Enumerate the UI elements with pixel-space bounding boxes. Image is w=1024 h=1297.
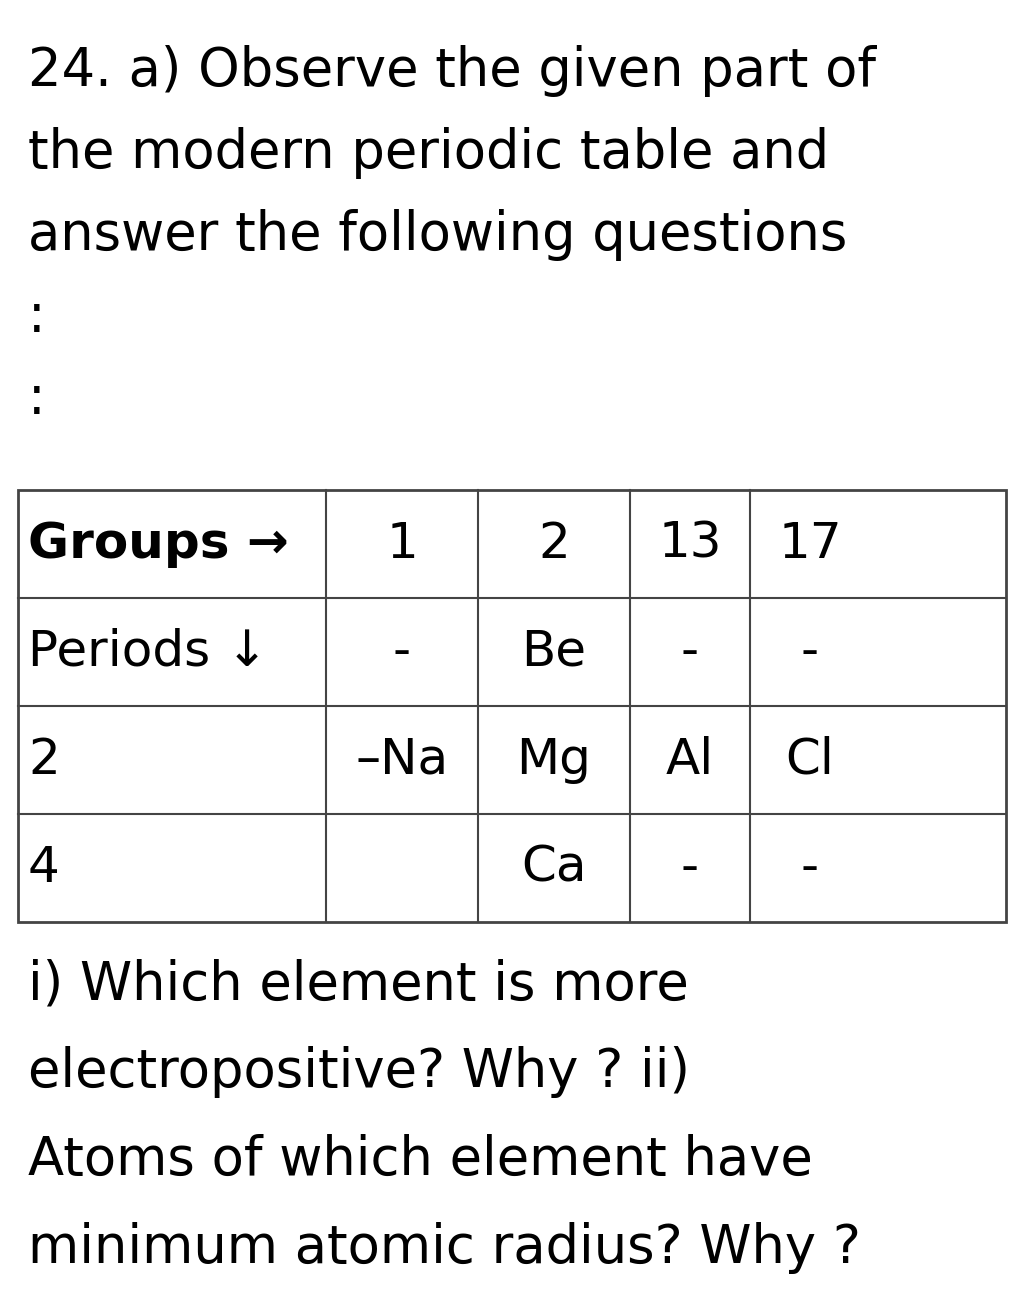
Text: electropositive? Why ? ii): electropositive? Why ? ii) — [28, 1045, 690, 1099]
Text: –Na: –Na — [355, 735, 449, 783]
Text: Be: Be — [521, 628, 587, 676]
Text: answer the following questions: answer the following questions — [28, 209, 848, 261]
Text: Atoms of which element have: Atoms of which element have — [28, 1134, 813, 1185]
Bar — [18, 490, 1006, 922]
Text: -: - — [681, 628, 699, 676]
Text: -: - — [801, 844, 819, 892]
Text: 24. a) Observe the given part of: 24. a) Observe the given part of — [28, 45, 876, 97]
Text: minimum atomic radius? Why ?: minimum atomic radius? Why ? — [28, 1222, 861, 1274]
Text: 4: 4 — [28, 844, 59, 892]
Text: 13: 13 — [658, 520, 722, 568]
Text: i) Which element is more: i) Which element is more — [28, 958, 689, 1010]
Text: the modern periodic table and: the modern periodic table and — [28, 127, 829, 179]
Text: Mg: Mg — [516, 735, 592, 783]
Text: Periods ↓: Periods ↓ — [28, 628, 268, 676]
Text: :: : — [28, 374, 46, 425]
Text: -: - — [681, 844, 699, 892]
Text: 1: 1 — [386, 520, 418, 568]
Text: -: - — [801, 628, 819, 676]
Text: -: - — [393, 628, 411, 676]
Text: 17: 17 — [778, 520, 842, 568]
Text: Groups →: Groups → — [28, 520, 289, 568]
Text: Al: Al — [666, 735, 714, 783]
Text: 2: 2 — [539, 520, 570, 568]
Text: :: : — [28, 291, 46, 342]
Text: 2: 2 — [28, 735, 59, 783]
Text: Ca: Ca — [521, 844, 587, 892]
Text: Cl: Cl — [785, 735, 835, 783]
